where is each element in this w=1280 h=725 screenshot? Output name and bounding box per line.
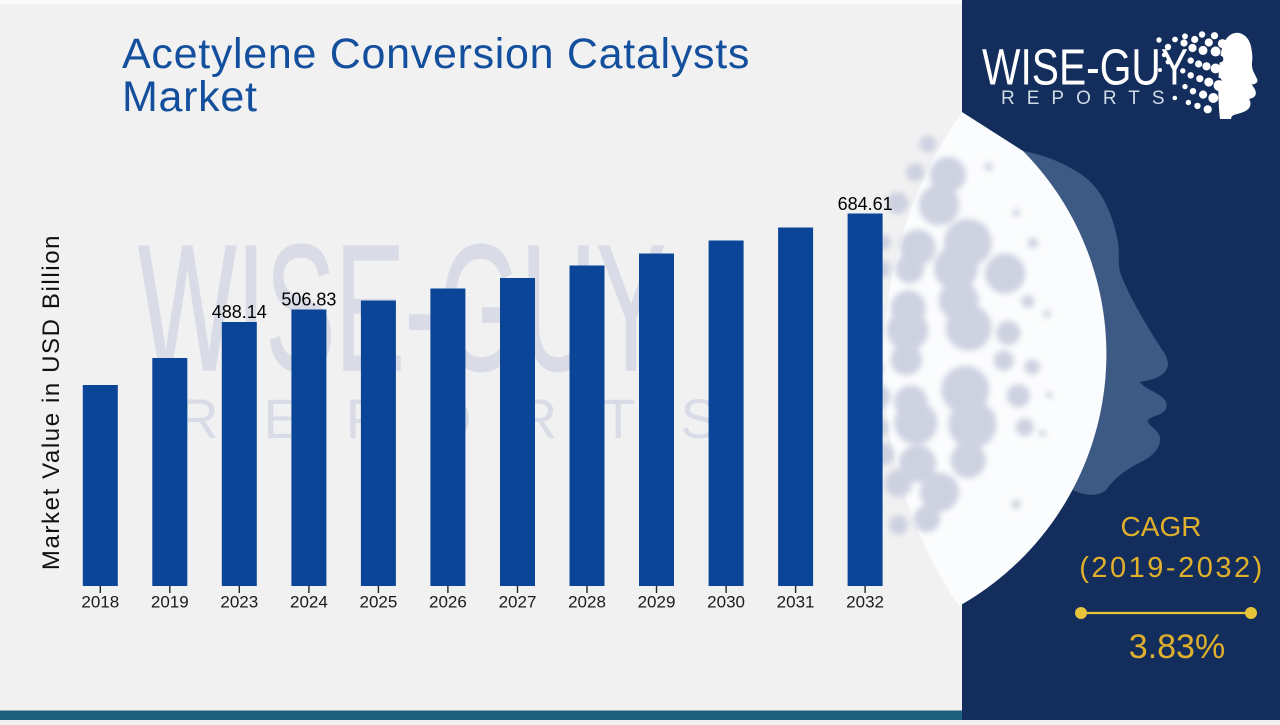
svg-text:2032: 2032 [846, 593, 884, 612]
svg-text:Acetylene Conversion Catalysts: Acetylene Conversion Catalysts [122, 30, 750, 78]
svg-text:CAGR: CAGR [1121, 511, 1202, 542]
svg-text:REPORTS: REPORTS [1001, 88, 1177, 109]
svg-text:2024: 2024 [290, 593, 328, 612]
svg-text:2018: 2018 [81, 593, 119, 612]
svg-text:506.83: 506.83 [281, 290, 336, 310]
svg-text:2030: 2030 [707, 593, 745, 612]
svg-text:2027: 2027 [499, 593, 537, 612]
svg-text:684.61: 684.61 [838, 194, 893, 214]
svg-text:2023: 2023 [220, 593, 258, 612]
svg-text:2029: 2029 [638, 593, 676, 612]
svg-text:2028: 2028 [568, 593, 606, 612]
svg-text:Market: Market [122, 73, 258, 121]
svg-text:2031: 2031 [777, 593, 815, 612]
svg-text:2019: 2019 [151, 593, 189, 612]
svg-text:(2019-2032): (2019-2032) [1079, 552, 1265, 584]
svg-text:2026: 2026 [429, 593, 467, 612]
svg-text:REPORTS: REPORTS [178, 387, 763, 450]
svg-text:WISE-GUY: WISE-GUY [982, 39, 1188, 96]
svg-text:3.83%: 3.83% [1129, 628, 1225, 666]
svg-text:Market Value in USD Billion: Market Value in USD Billion [38, 234, 65, 570]
svg-text:2025: 2025 [359, 593, 397, 612]
svg-text:488.14: 488.14 [212, 302, 267, 322]
